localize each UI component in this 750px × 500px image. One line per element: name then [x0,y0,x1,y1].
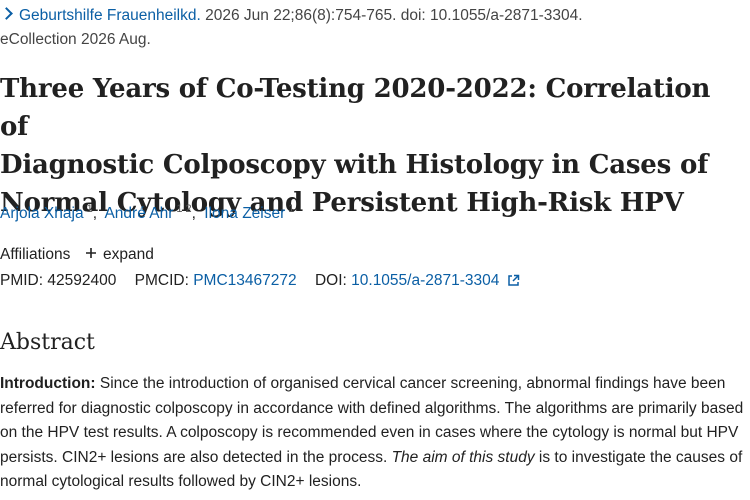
affiliation-ref[interactable]: 1 [288,203,295,215]
chevron-right-icon[interactable] [0,7,13,20]
external-link-icon[interactable] [507,272,520,294]
author-link[interactable]: André Ahr [104,205,174,222]
title-line: Normal Cytology and Persistent High-Risk… [0,188,684,218]
affiliation-ref[interactable]: 1 [176,203,183,215]
abstract-heading: Abstract [0,330,95,355]
abstract-text: Introduction: Since the introduction of … [0,372,745,495]
abstract-text-part: is to investigate the causes of normal c… [0,448,743,491]
affiliation-ref[interactable]: 1 [86,203,93,215]
journal-link[interactable]: Geburtshilfe Frauenheilkd. [19,7,201,24]
article-title: Three Years of Co-Testing 2020-2022: Cor… [0,70,745,222]
author-link[interactable]: Ilona Zeiser [204,205,286,222]
pmid-value: 42592400 [47,272,117,289]
affiliations-toggle[interactable]: Affiliations expand [0,242,154,266]
aim-italic: The aim of this study [391,448,535,466]
citation-block: Geburtshilfe Frauenheilkd. 2026 Jun 22;8… [0,4,740,52]
title-line: Three Years of Co-Testing 2020-2022: Cor… [0,74,711,142]
abstract-text-part: Since the introduction of organised cerv… [0,375,744,466]
ecollection-text: eCollection 2026 Aug. [0,31,151,48]
citation-details: 2026 Jun 22;86(8):754-765. doi: 10.1055/… [205,7,583,24]
affiliation-ref[interactable]: 2 [185,203,192,215]
doi-label: DOI: [314,272,347,289]
title-line: Diagnostic Colposcopy with Histology in … [0,150,709,180]
introduction-label: Introduction: [0,375,96,392]
affiliations-label: Affiliations [0,246,71,263]
expand-label[interactable]: expand [103,246,154,263]
plus-icon [85,242,97,264]
article-identifiers: PMID: 42592400 PMCID: PMC13467272 DOI: 1… [0,270,520,294]
pmid-label: PMID: [0,272,44,289]
authors-list: Arjola Xhaja 1, André Ahr 1 2, Ilona Zeiser… [0,203,295,223]
pmcid-label: PMCID: [134,272,189,289]
doi-link[interactable]: 10.1055/a-2871-3304 [351,272,500,289]
author-link[interactable]: Arjola Xhaja [0,205,84,222]
pmcid-link[interactable]: PMC13467272 [193,272,297,289]
